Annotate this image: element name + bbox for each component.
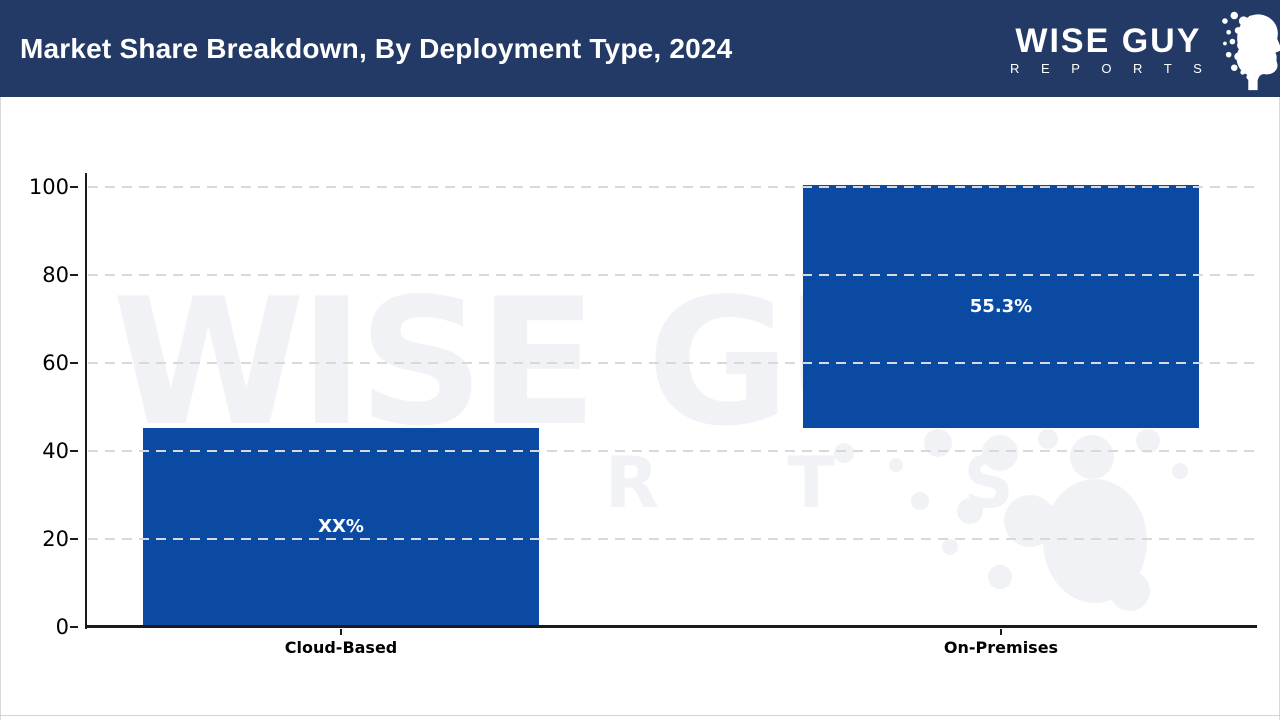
y-tick-mark (70, 538, 78, 540)
y-tick-mark (70, 362, 78, 364)
page-title: Market Share Breakdown, By Deployment Ty… (20, 32, 733, 64)
y-tick-mark (70, 186, 78, 188)
y-axis-spine (85, 173, 87, 629)
y-axis: 0 20 40 60 80 100 (0, 173, 78, 639)
wiseguy-face-logo-icon (1221, 11, 1280, 91)
y-tick-mark (70, 274, 78, 276)
brand-text: WISE GUY R E P O R T S (1006, 24, 1211, 76)
y-tick-label: 60 (42, 351, 69, 375)
gridline-20 (88, 538, 1255, 540)
watermark-text-small: R T S (605, 442, 1066, 524)
brand-logo: WISE GUY R E P O R T S (1006, 8, 1280, 92)
y-tick-label: 40 (42, 439, 69, 463)
x-axis-spine (85, 625, 1257, 628)
x-axis: Cloud-Based On-Premises (86, 629, 1255, 669)
gridline-80 (88, 274, 1255, 276)
x-tick-mark (340, 629, 342, 635)
plot-area: XX% 55.3% (85, 173, 1257, 629)
gridline-60 (88, 362, 1255, 364)
gridline-100 (88, 186, 1255, 188)
y-tick-label: 80 (42, 263, 69, 287)
bar-value-label: 55.3% (969, 296, 1033, 318)
header-bar: Market Share Breakdown, By Deployment Ty… (0, 0, 1280, 97)
x-tick-mark (1000, 629, 1002, 635)
gridline-40 (88, 450, 1255, 452)
x-tick-label-cloud-based: Cloud-Based (284, 638, 398, 657)
y-tick-mark (70, 450, 78, 452)
y-tick-label: 100 (28, 174, 69, 199)
y-tick-mark (70, 626, 78, 628)
y-tick-label: 20 (42, 527, 69, 551)
brand-sub: R E P O R T S (1010, 61, 1211, 76)
bar-on-premises: 55.3% (803, 185, 1199, 429)
x-tick-label-on-premises: On-Premises (943, 638, 1059, 657)
page-border-bottom (0, 715, 1280, 716)
bar-value-label: XX% (318, 516, 364, 538)
bar-cloud-based: XX% (143, 428, 539, 625)
y-tick-label: 0 (55, 615, 69, 639)
page-border-left (0, 0, 1, 720)
brand-name: WISE GUY (1015, 22, 1202, 60)
